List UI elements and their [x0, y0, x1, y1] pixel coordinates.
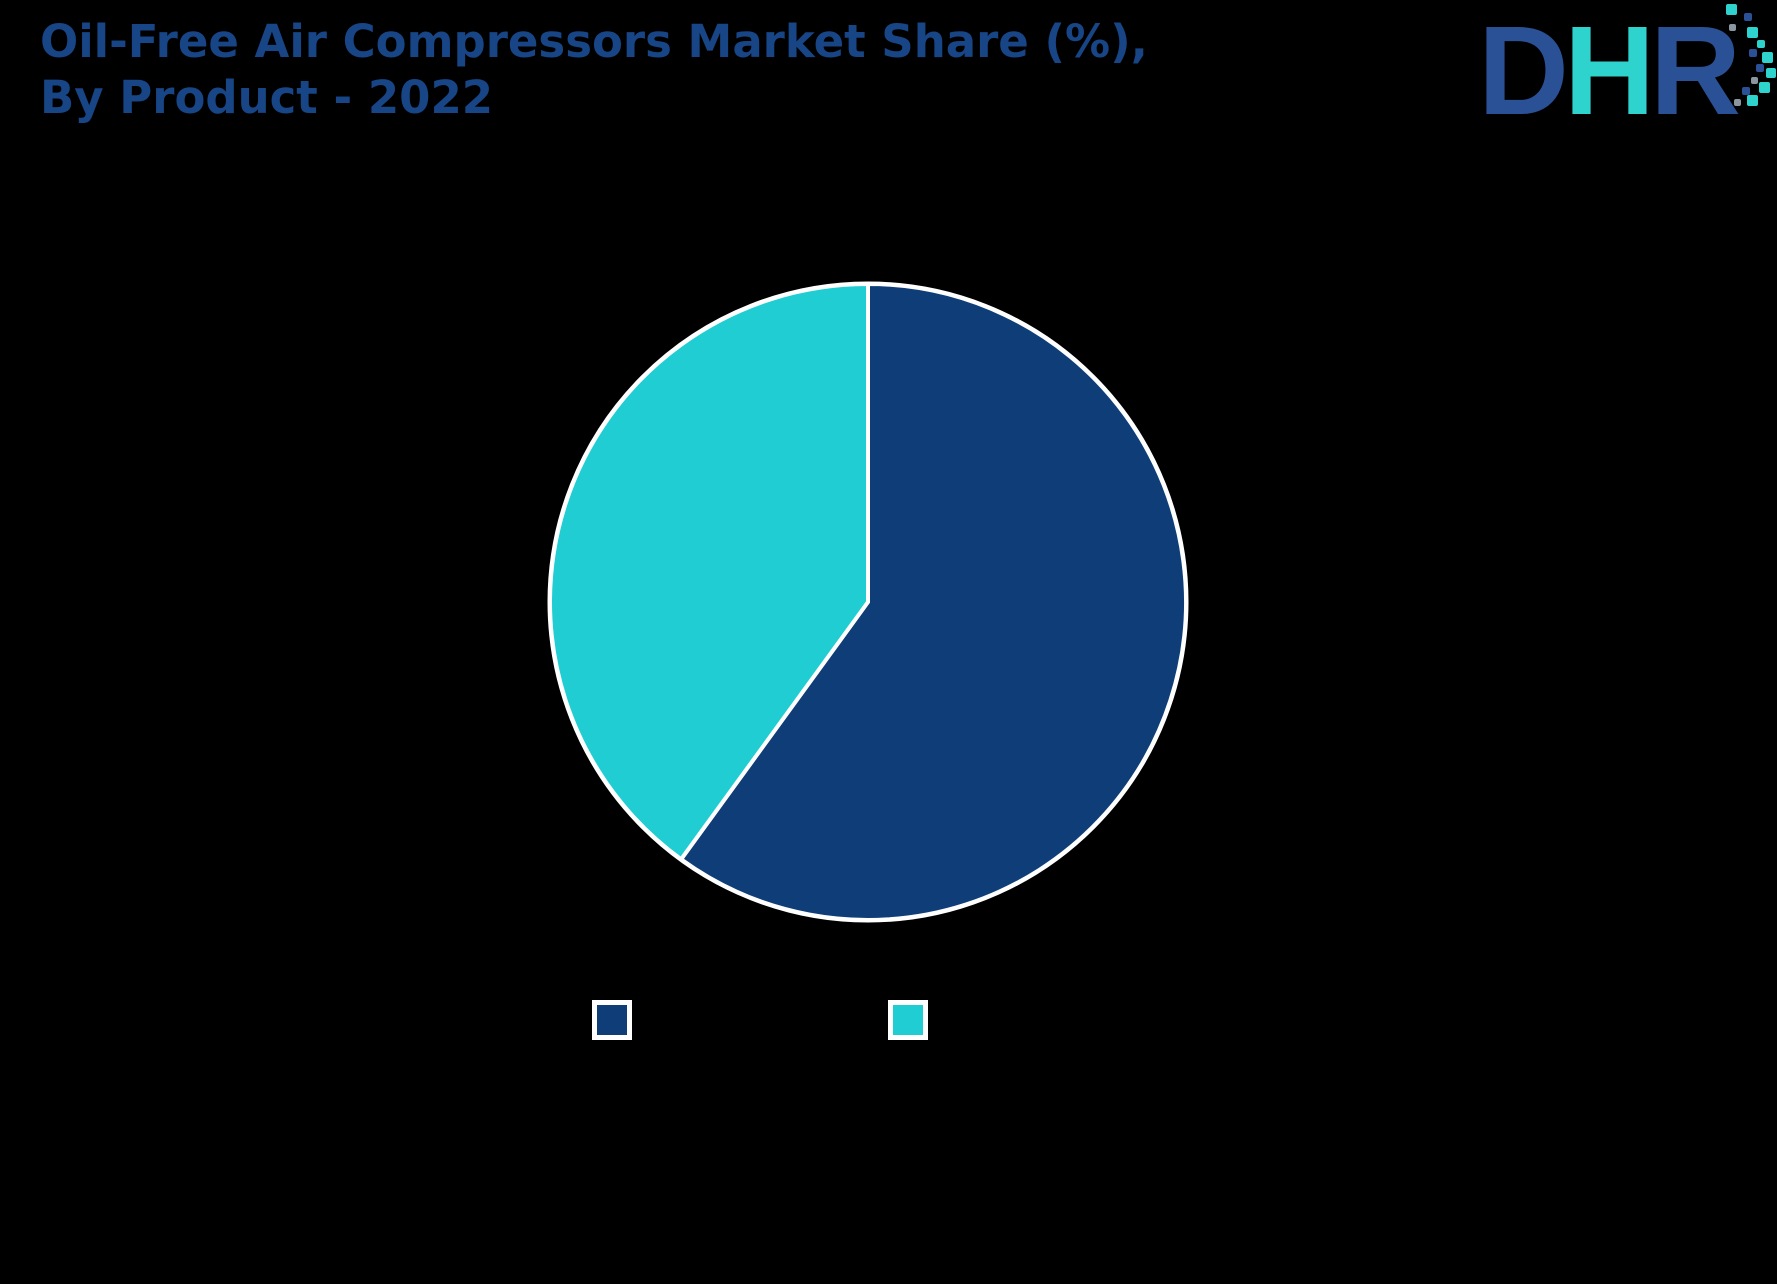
logo-dot [1747, 95, 1758, 106]
legend-item-2 [888, 1000, 952, 1040]
logo-letter-r: R [1650, 0, 1741, 141]
logo-dot [1729, 24, 1736, 31]
brand-logo: DHR [1478, 8, 1777, 148]
logo-dot [1757, 40, 1765, 48]
legend-swatch-1 [592, 1000, 632, 1040]
pie-outline [547, 281, 1189, 923]
chart-title: Oil-Free Air Compressors Market Share (%… [40, 14, 1148, 126]
logo-dot [1766, 68, 1776, 78]
logo-dot [1749, 49, 1757, 57]
brand-logo-letters: DHR [1478, 8, 1741, 134]
logo-dot [1726, 4, 1737, 15]
logo-dot [1742, 87, 1750, 95]
logo-dot [1751, 77, 1758, 84]
logo-dot [1734, 99, 1741, 106]
logo-dot [1747, 27, 1758, 38]
legend-item-1 [592, 1000, 656, 1040]
logo-dot [1759, 82, 1770, 93]
chart-title-line2: By Product - 2022 [40, 71, 494, 124]
logo-letter-h: H [1564, 0, 1655, 141]
chart-title-line1: Oil-Free Air Compressors Market Share (%… [40, 15, 1148, 68]
logo-dot [1762, 52, 1773, 63]
logo-dot [1744, 13, 1752, 21]
logo-letter-d: D [1478, 0, 1569, 141]
logo-dot [1756, 64, 1764, 72]
legend-swatch-2 [888, 1000, 928, 1040]
